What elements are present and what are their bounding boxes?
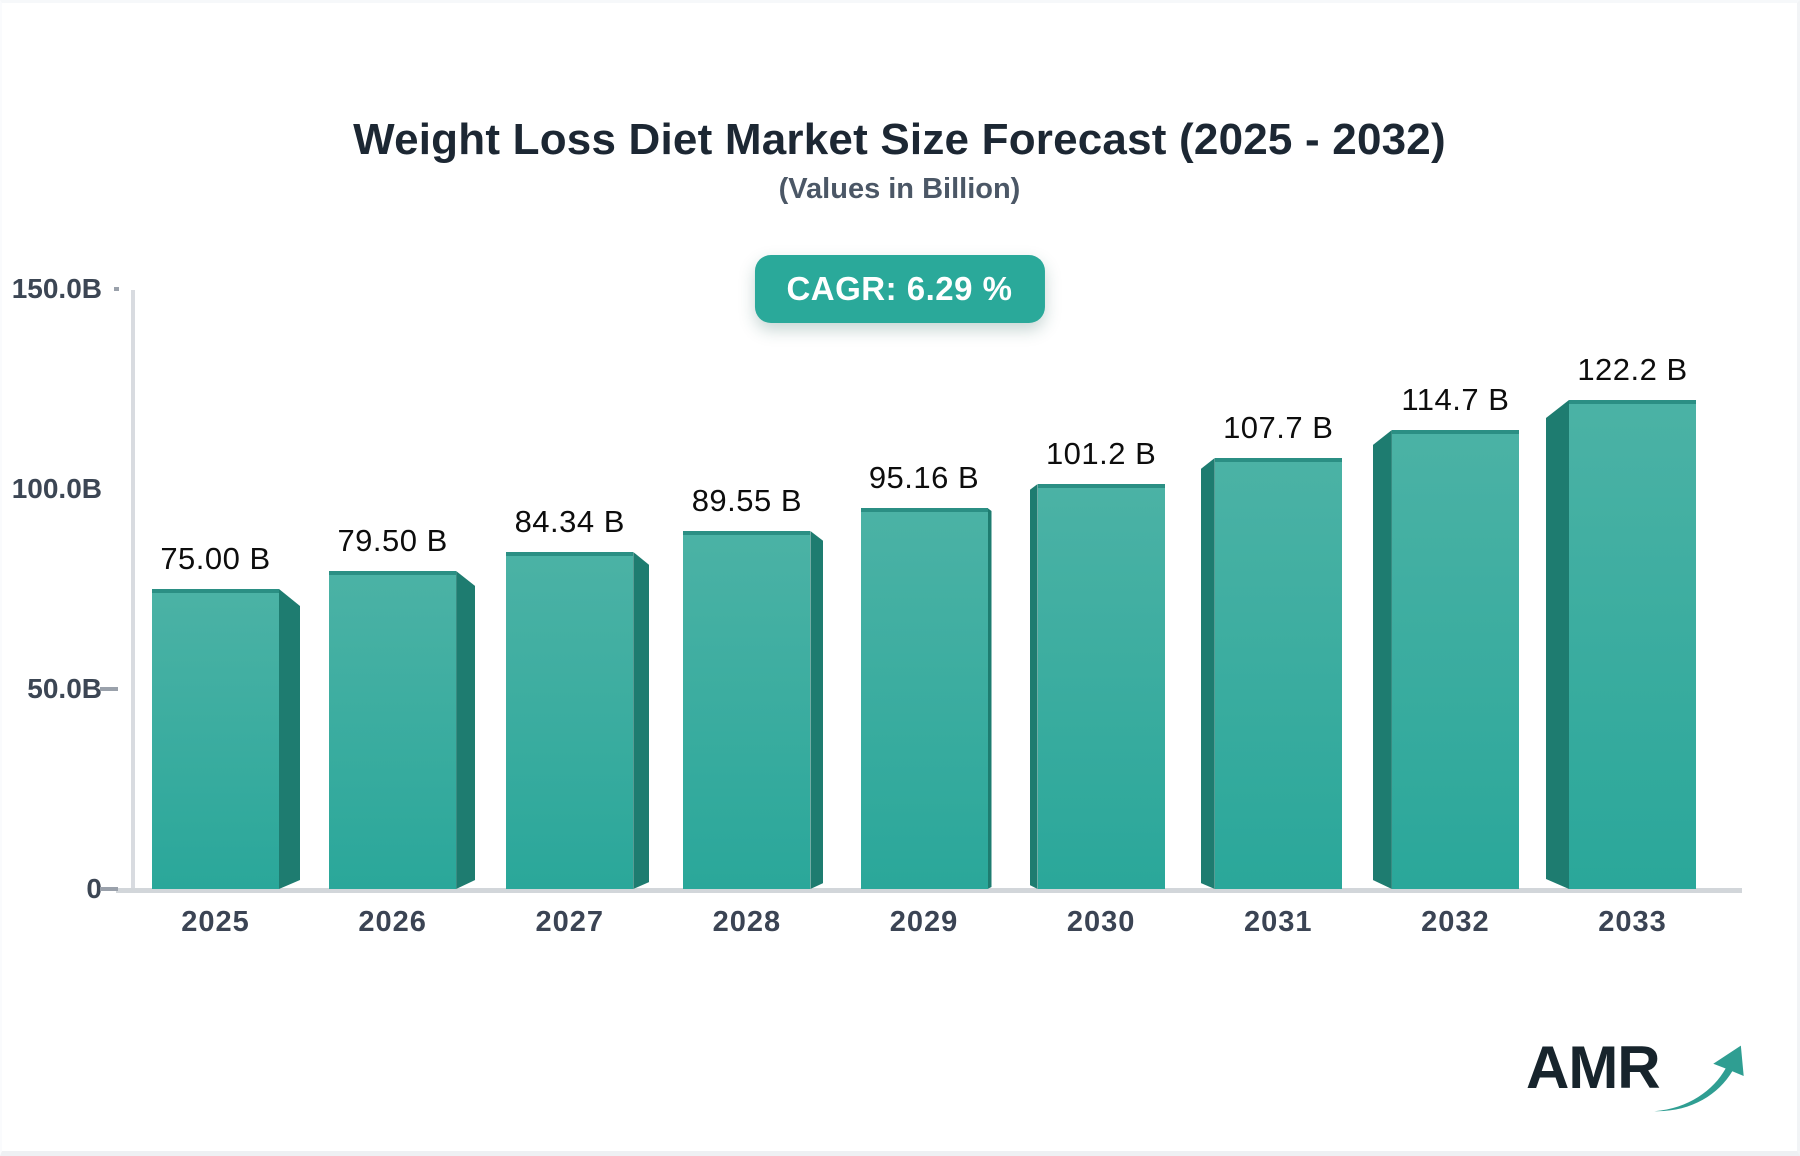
x-axis-label-2030: 2030: [1066, 906, 1136, 938]
bar-value-label: 84.34 B: [514, 504, 625, 539]
chart-title: Weight Loss Diet Market Size Forecast (2…: [353, 115, 1446, 164]
x-axis-label-2033: 2033: [1598, 906, 1667, 938]
bar-3d-side-face: [279, 589, 300, 889]
bar-value-label: 101.2 B: [1045, 436, 1157, 471]
bar-2029: [860, 508, 988, 889]
bar-value-label: 95.16 B: [868, 460, 980, 495]
x-axis-label-2027: 2027: [535, 906, 604, 938]
bar-value-label: 79.50 B: [337, 523, 448, 558]
bar-2033: [1569, 400, 1696, 889]
bar-3d-side-face: [456, 571, 475, 889]
y-axis-tick-mark: [114, 287, 119, 291]
bar-3d-side-face: [1201, 458, 1215, 889]
chart-subtitle: (Values in Billion): [778, 173, 1021, 205]
bar-2027: [506, 552, 634, 889]
bar-2032: [1391, 430, 1519, 889]
y-axis-line: [131, 290, 135, 890]
bar-3d-side-face: [1546, 400, 1569, 889]
bar-value-label: 89.55 B: [691, 483, 803, 518]
x-axis-label-2031: 2031: [1243, 906, 1313, 938]
bar-3d-side-face: [633, 552, 649, 889]
y-axis-tick-label: 0: [86, 873, 102, 904]
x-axis-label-2026: 2026: [358, 906, 427, 938]
bar-2025: [152, 589, 279, 889]
y-axis-tick-mark: [100, 687, 118, 691]
x-axis-label-2029: 2029: [889, 906, 959, 938]
growth-arrow-icon: [1654, 1045, 1744, 1112]
bar-2031: [1214, 458, 1342, 889]
brand-logo-text: AMR: [1526, 1034, 1661, 1101]
bar-2030: [1037, 484, 1165, 889]
y-axis-tick-mark: [100, 887, 118, 891]
y-axis-tick-label: 150.0B: [11, 273, 102, 304]
y-axis-tick-label: 50.0B: [27, 673, 102, 704]
bar-3d-side-face: [988, 508, 992, 889]
bar-3d-side-face: [1030, 484, 1038, 889]
x-axis-baseline: [116, 888, 1742, 893]
x-axis-label-2028: 2028: [712, 906, 782, 938]
bar-2026: [329, 571, 457, 889]
x-axis-label-2032: 2032: [1421, 906, 1490, 938]
x-axis-label-2025: 2025: [181, 906, 250, 938]
y-axis-tick-label: 100.0B: [11, 473, 102, 504]
bar-value-label: 107.7 B: [1223, 410, 1334, 445]
bar-value-label: 75.00 B: [160, 541, 271, 576]
brand-logo: AMR: [1526, 1033, 1748, 1115]
bar-value-label: 122.2 B: [1577, 352, 1688, 387]
bar-3d-side-face: [810, 531, 823, 889]
bar-2028: [683, 531, 811, 889]
bar-3d-side-face: [1373, 430, 1392, 889]
cagr-badge: CAGR: 6.29 %: [754, 255, 1045, 323]
bar-value-label: 114.7 B: [1401, 382, 1510, 417]
